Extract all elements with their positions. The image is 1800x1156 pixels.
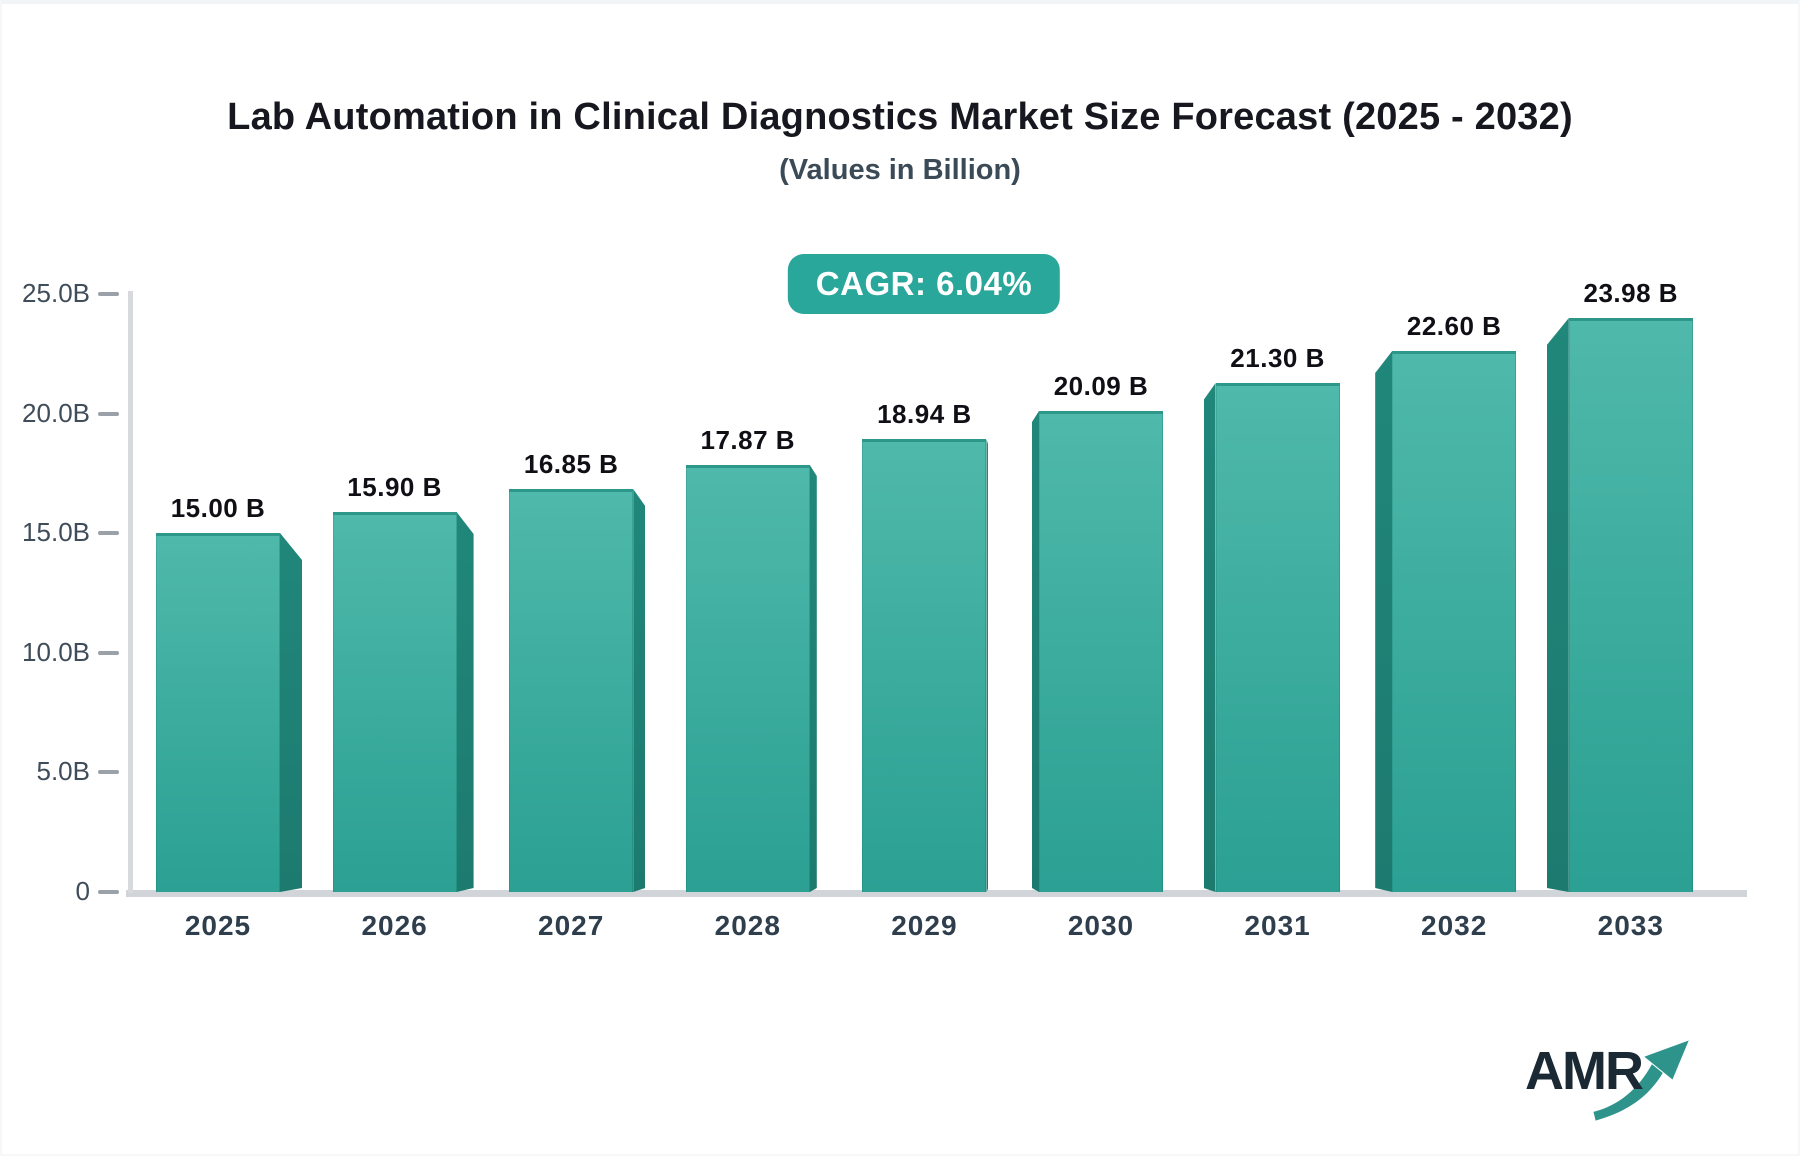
bar-value-label-2031: 21.30 B — [1230, 343, 1325, 373]
y-tick-label-20.0B: 20.0B — [22, 397, 90, 428]
bar-value-label-2032: 22.60 B — [1406, 311, 1502, 341]
x-axis-label-2030: 2030 — [1067, 910, 1135, 941]
x-axis-label-2032: 2032 — [1421, 910, 1488, 941]
y-tick-dash-25.0B — [98, 292, 119, 296]
bar-value-label-2033: 23.98 B — [1583, 278, 1679, 308]
bar-value-label-2026: 15.90 B — [347, 472, 442, 502]
chart-title: Lab Automation in Clinical Diagnostics M… — [227, 96, 1573, 138]
y-tick-label-5.0B: 5.0B — [36, 756, 91, 787]
x-axis-label-2033: 2033 — [1597, 910, 1664, 941]
bar-value-label-2027: 16.85 B — [523, 449, 619, 479]
bar-2031 — [1215, 383, 1340, 892]
amr-logo: AMR — [1525, 1040, 1725, 1130]
x-axis-label-2026: 2026 — [361, 910, 428, 941]
y-tick-label-0: 0 — [75, 876, 90, 906]
amr-logo-text: AMR — [1525, 1041, 1644, 1101]
bar-side-2030 — [1032, 411, 1039, 892]
cagr-badge: CAGR: 6.04% — [787, 254, 1061, 314]
bar-value-label-2030: 20.09 B — [1053, 371, 1149, 401]
y-tick-dash-15.0B — [98, 531, 119, 536]
bar-value-label-2029: 18.94 B — [877, 399, 972, 429]
growth-arrow-icon — [1593, 1040, 1689, 1121]
bar-side-2033 — [1546, 318, 1569, 892]
x-axis-line — [126, 890, 1747, 897]
y-tick-label-10.0B: 10.0B — [22, 636, 90, 667]
bar-side-2027 — [633, 489, 646, 892]
bar-side-2032 — [1375, 351, 1393, 892]
bar-side-2025 — [280, 533, 302, 892]
plot-area: 25.0B 20.0B 15.0B 10.0B 5.0B 0 15.00 B 2025 15.… — [22, 278, 1747, 941]
x-axis-label-2027: 2027 — [538, 910, 605, 941]
y-tick-dash-20.0B — [98, 411, 119, 416]
y-tick-label-25.0B: 25.0B — [22, 278, 90, 308]
y-tick-dash-5.0B — [98, 770, 119, 775]
bar-side-2031 — [1203, 383, 1216, 892]
x-axis-label-2028: 2028 — [714, 910, 781, 941]
bar-side-2028 — [809, 465, 817, 892]
bar-2025 — [156, 533, 280, 892]
bar-side-2029 — [986, 439, 989, 892]
chart-subtitle: (Values in Billion) — [779, 154, 1021, 186]
bar-2033 — [1568, 318, 1693, 892]
x-axis-label-2031: 2031 — [1244, 910, 1311, 941]
y-tick-dash-0 — [98, 890, 119, 894]
x-axis-label-2029: 2029 — [891, 910, 958, 941]
bar-side-2026 — [456, 512, 474, 892]
bar-2030 — [1039, 411, 1163, 892]
bar-value-label-2025: 15.00 B — [170, 493, 266, 523]
y-tick-dash-10.0B — [98, 650, 119, 655]
bar-2028 — [685, 465, 810, 892]
y-axis-line — [128, 291, 133, 893]
bar-2029 — [862, 439, 987, 892]
bar-2027 — [509, 489, 634, 892]
bar-value-label-2028: 17.87 B — [700, 425, 796, 455]
x-axis-label-2025: 2025 — [184, 910, 252, 941]
cagr-badge-label: CAGR: 6.04% — [815, 265, 1033, 302]
bar-2026 — [332, 512, 457, 892]
bar-2032 — [1392, 351, 1517, 892]
y-tick-label-15.0B: 15.0B — [22, 517, 90, 548]
